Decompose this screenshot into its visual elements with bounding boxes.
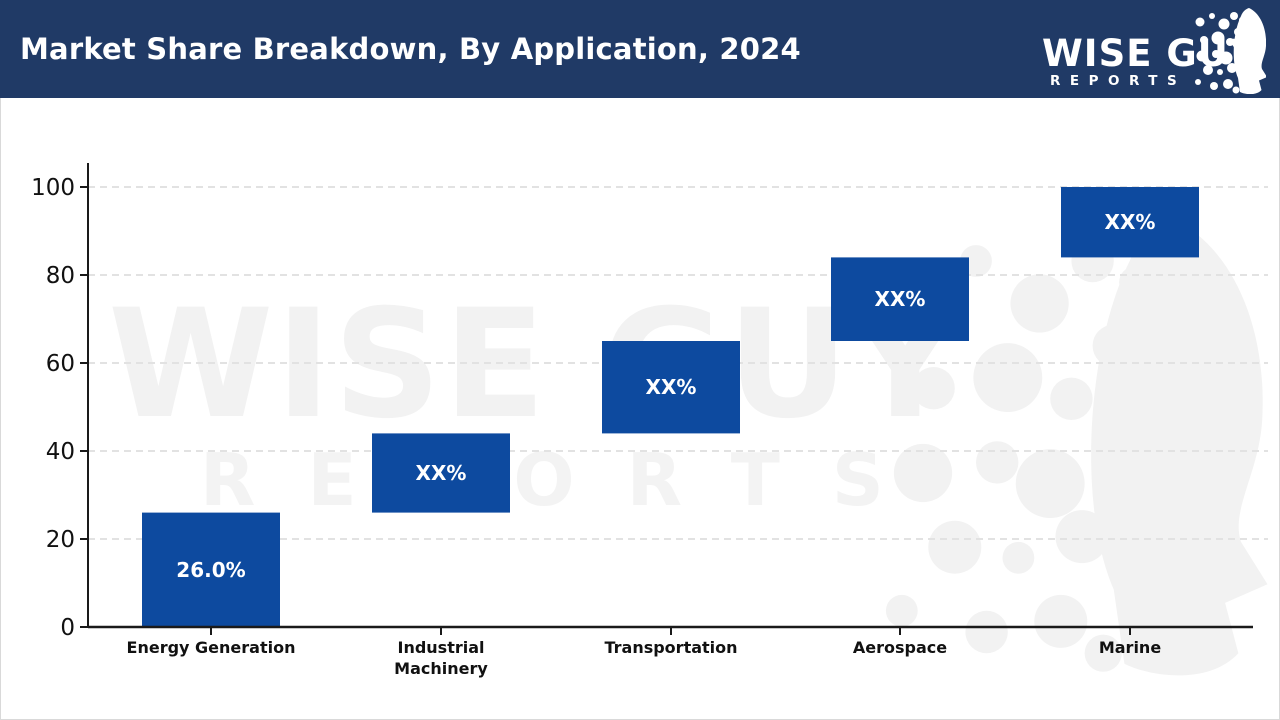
head-dot: [1212, 50, 1220, 58]
waterfall-bar: [602, 341, 740, 434]
category-label: Marine: [1099, 638, 1161, 657]
head-dot: [1210, 82, 1218, 90]
logo-graphic: WISE GUY REPORTS: [1042, 8, 1267, 95]
head-dot: [1200, 36, 1208, 44]
head-dot: [1218, 18, 1230, 30]
y-tick-label: 60: [46, 351, 75, 377]
face-profile: [1233, 8, 1267, 95]
wise-guy-reports-logo: WISE GUY REPORTS: [1014, 4, 1267, 95]
bar-value-label: 26.0%: [176, 558, 245, 582]
head-dot: [1195, 79, 1201, 85]
bar-value-label: XX%: [646, 375, 697, 399]
waterfall-bar: [1061, 187, 1199, 258]
logo-head-icon: [1195, 8, 1267, 95]
head-dot: [1195, 17, 1205, 27]
y-tick-label: 0: [60, 615, 75, 641]
bar-value-label: XX%: [875, 287, 926, 311]
head-dot: [1230, 12, 1238, 20]
y-tick-label: 40: [46, 439, 75, 465]
category-label: Aerospace: [853, 638, 947, 657]
chart-title: Market Share Breakdown, By Application, …: [20, 32, 801, 66]
logo-subtext: REPORTS: [1050, 73, 1186, 89]
category-label: Machinery: [394, 659, 488, 678]
head-dot: [1227, 63, 1237, 73]
head-dot: [1211, 31, 1225, 45]
category-label: Industrial: [397, 638, 484, 657]
waterfall-bar: [831, 257, 969, 341]
head-dot: [1232, 86, 1240, 94]
y-tick-label: 80: [46, 263, 75, 289]
bar-value-label: XX%: [416, 461, 467, 485]
y-tick-label: 100: [31, 175, 75, 201]
head-dot: [1226, 38, 1234, 46]
waterfall-bar: [372, 433, 510, 513]
category-label: Energy Generation: [127, 638, 296, 657]
head-dot: [1203, 65, 1213, 75]
chart-area: WISE GUY REPORTS 26.0% XX% XX% XX% XX% 0 20 40 6…: [0, 98, 1280, 720]
bar-value-label: XX%: [1105, 210, 1156, 234]
head-dot: [1209, 13, 1215, 19]
waterfall-chart: 26.0% XX% XX% XX% XX% 0 20 40 60 80 100 Energy Gene…: [31, 163, 1268, 678]
head-dot: [1196, 50, 1208, 62]
header-bar: Market Share Breakdown, By Application, …: [0, 0, 1280, 98]
category-label: Transportation: [604, 638, 737, 657]
head-dot: [1223, 79, 1233, 89]
head-dot: [1217, 69, 1223, 75]
head-dot: [1219, 51, 1233, 65]
y-tick-label: 20: [46, 527, 75, 553]
waterfall-bar: [142, 512, 280, 627]
